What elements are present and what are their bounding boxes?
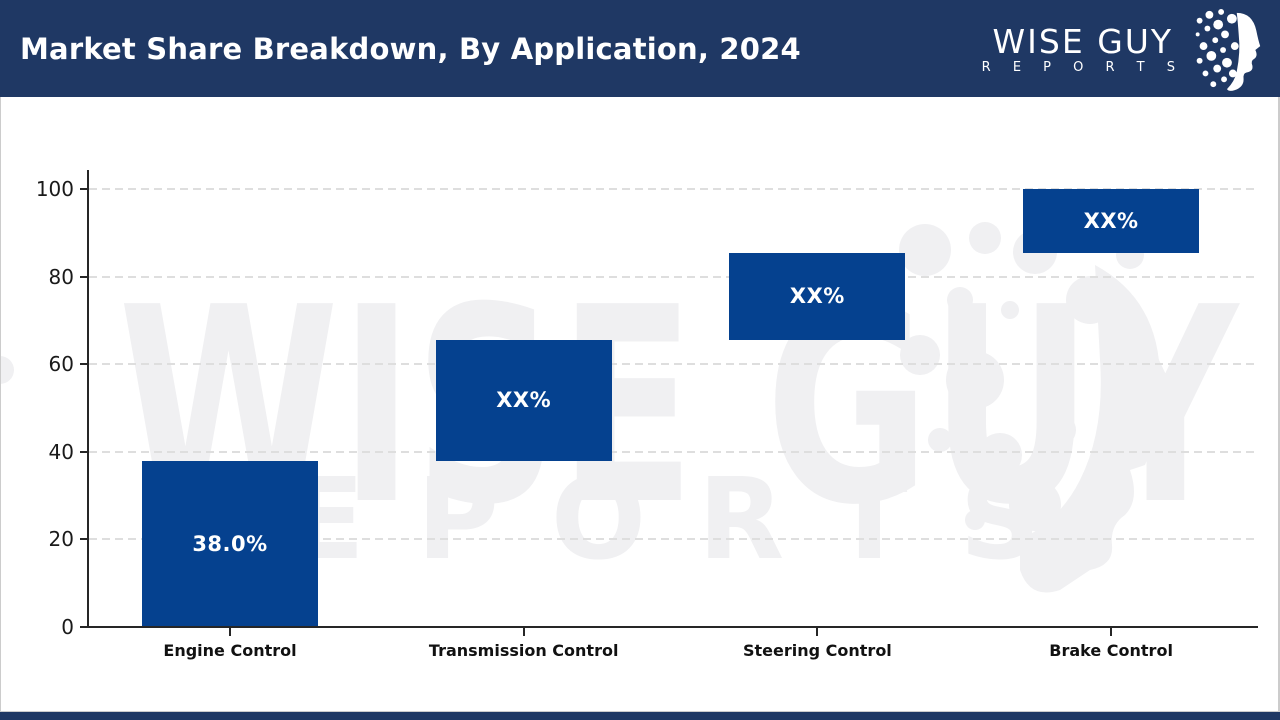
y-axis-line [87,170,89,628]
x-axis-tick [816,628,819,636]
y-tick-label: 0 [61,615,74,639]
y-axis-tick [80,538,88,541]
x-axis-line [87,626,1258,628]
y-axis-tick [80,363,88,366]
y-tick-label: 80 [48,264,74,289]
x-axis-category-label: Steering Control [742,641,892,660]
page-title: Market Share Breakdown, By Application, … [20,31,801,66]
bar-segment: XX% [435,340,612,461]
logo-wordmark: WISE GUY [992,22,1174,61]
y-tick-label: 100 [35,177,74,201]
x-axis-tick [229,628,231,636]
page-border-right [1278,97,1280,712]
footer-bar [0,712,1280,720]
gridline [89,538,1257,541]
bar-value-label: XX% [496,388,552,413]
y-axis-tick [80,188,88,190]
wise-guy-face-icon [1195,8,1261,91]
page-border-bottom [0,711,1280,712]
x-axis-category-label: Brake Control [1049,641,1173,660]
x-axis-category-label: Engine Control [163,641,297,660]
gridline [89,188,1257,190]
logo-subtitle: R E P O R T S [981,60,1184,75]
logo-text: WISE GUY R E P O R T S [982,24,1184,76]
bar-segment: XX% [729,252,906,341]
y-axis-tick [80,450,88,453]
y-axis-tick [80,626,88,628]
x-axis-tick [1110,628,1113,636]
x-axis-category-label: Transmission Control [428,641,619,660]
y-tick-label: 20 [48,527,74,552]
gridline [89,275,1257,278]
y-tick-label: 60 [48,352,74,377]
bar-value-label: XX% [1083,208,1139,233]
x-axis-tick [522,628,525,636]
bar-segment: 38.0% [142,460,318,627]
page-border-left [0,97,1,712]
waterfall-chart: 0 20 40 60 80 100 38.0% Engine Control XX% Transm… [0,97,1280,712]
y-axis-tick [80,275,88,278]
bar-segment: XX% [1023,189,1200,253]
wise-guy-reports-logo: WISE GUY R E P O R T S [982,6,1266,94]
bar-value-label: 38.0% [192,531,268,556]
header-bar: Market Share Breakdown, By Application, … [0,0,1280,97]
y-tick-label: 40 [48,439,74,464]
gridline [89,450,1257,453]
bar-value-label: XX% [789,284,845,309]
gridline [89,363,1257,366]
